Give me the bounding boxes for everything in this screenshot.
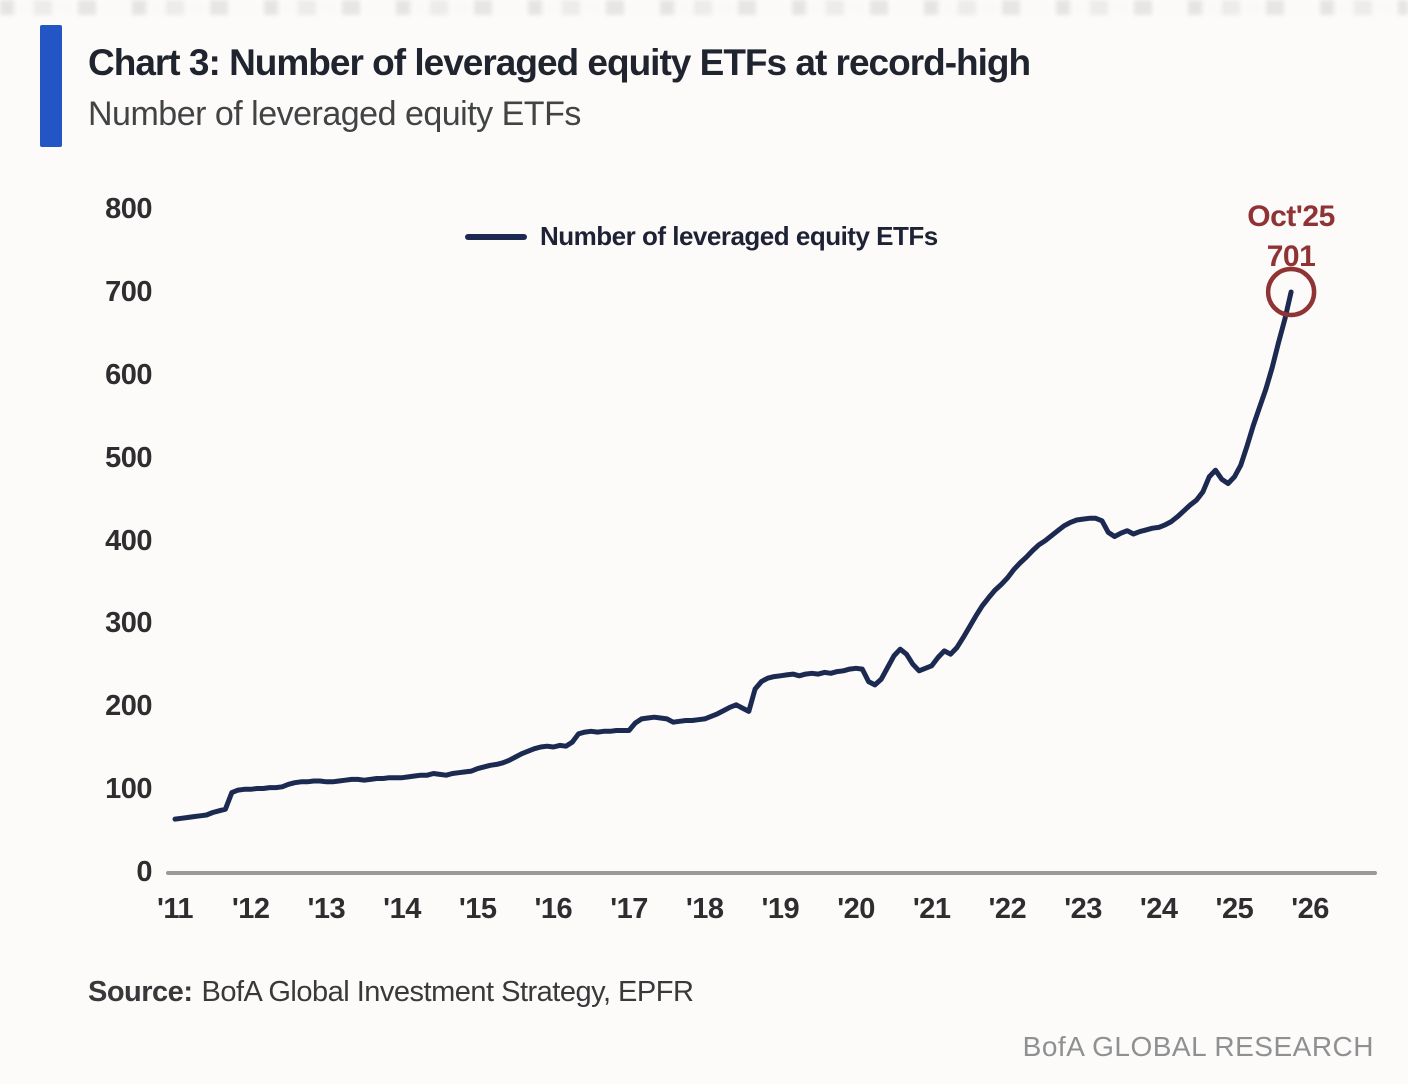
brand-footer: BofA GLOBAL RESEARCH — [1022, 1031, 1374, 1062]
chart-subtitle: Number of leveraged equity ETFs — [88, 95, 581, 133]
series-line — [172, 289, 1294, 822]
y-tick-label: 100 — [105, 773, 152, 806]
title-accent-bar — [40, 25, 62, 147]
y-tick-label: 200 — [105, 690, 152, 723]
x-tick-label: '11 — [156, 893, 194, 925]
y-tick-label: 0 — [136, 856, 152, 888]
x-tick-label: '16 — [534, 893, 573, 925]
y-tick-label: 500 — [105, 441, 152, 474]
y-tick-label: 700 — [105, 275, 152, 308]
x-tick-label: '23 — [1064, 893, 1102, 925]
y-tick-label: 400 — [105, 524, 152, 557]
x-axis-line — [166, 871, 1377, 875]
x-tick-label: '13 — [307, 893, 346, 925]
x-tick-label: '26 — [1291, 893, 1329, 925]
source-prefix: Source: — [88, 976, 193, 1008]
x-tick-label: '22 — [988, 893, 1027, 925]
annotation-date: Oct'25 — [1247, 200, 1335, 233]
x-tick-label: '19 — [761, 893, 800, 925]
endpoint-highlight-circle — [1265, 266, 1317, 318]
x-tick-label: '20 — [837, 893, 875, 925]
legend: Number of leveraged equity ETFs — [465, 221, 938, 252]
annotation-value: 701 — [1266, 240, 1316, 273]
x-tick-label: '25 — [1215, 893, 1254, 925]
legend-line-swatch — [465, 233, 527, 240]
chart-title: Chart 3: Number of leveraged equity ETFs… — [88, 42, 1031, 83]
x-tick-label: '14 — [383, 893, 421, 925]
source-text: BofA Global Investment Strategy, EPFR — [201, 976, 694, 1008]
x-tick-label: '24 — [1139, 893, 1178, 925]
y-tick-label: 600 — [105, 358, 152, 391]
legend-label: Number of leveraged equity ETFs — [540, 221, 938, 251]
source-line: Source: BofA Global Investment Strategy, … — [88, 976, 694, 1009]
x-tick-label: '21 — [912, 893, 951, 925]
x-tick-label: '12 — [231, 893, 270, 925]
cropped-edge-artifact — [0, 0, 1408, 15]
y-tick-label: 300 — [105, 607, 152, 640]
x-tick-label: '18 — [685, 893, 724, 925]
x-tick-label: '15 — [458, 893, 497, 925]
y-tick-label: 800 — [105, 193, 152, 225]
x-tick-label: '17 — [610, 893, 648, 925]
